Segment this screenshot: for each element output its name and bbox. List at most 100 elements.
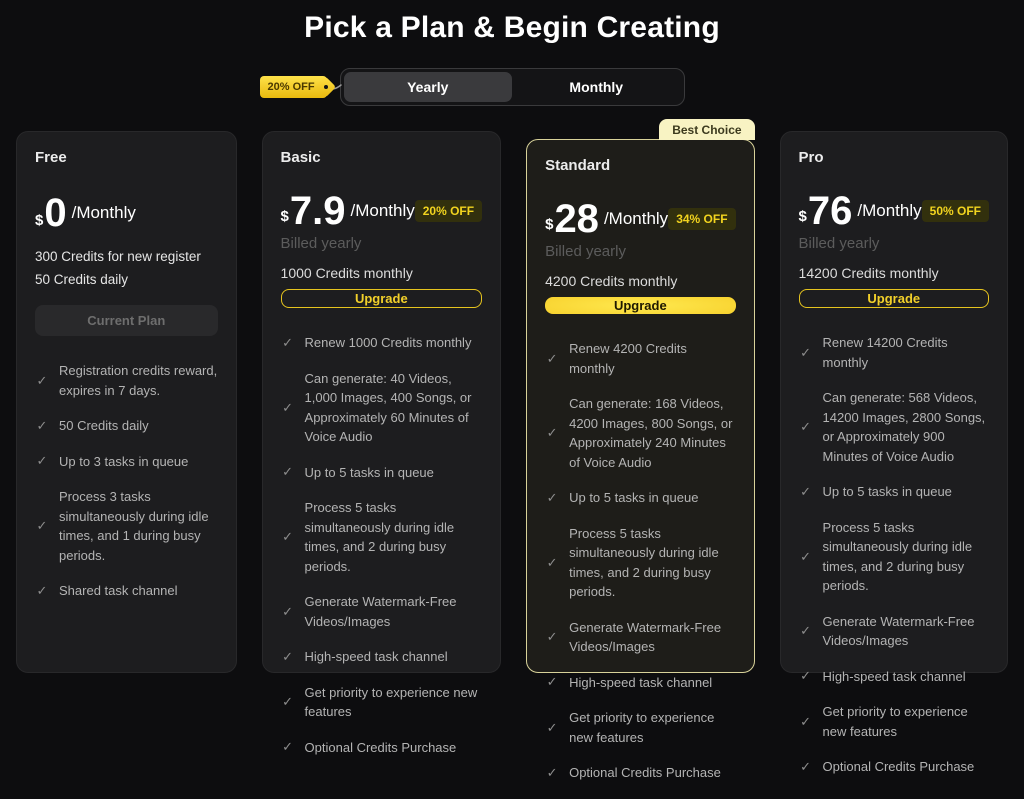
feature-item: ✓ Can generate: 568 Videos, 14200 Images,… (799, 388, 989, 466)
feature-item: ✓ Generate Watermark-Free Videos/Images (281, 592, 483, 631)
feature-text: Up to 5 tasks in queue (304, 464, 434, 480)
billed-note: Billed yearly (280, 235, 362, 252)
feature-text: Up to 5 tasks in queue (569, 490, 699, 505)
feature-text: Optional Credits Purchase (304, 739, 457, 755)
billing-period-toggle: Yearly Monthly (339, 68, 685, 106)
feature-item: ✓ High-speed task channel (545, 673, 735, 693)
feature-item: ✓ Up to 5 tasks in queue (799, 482, 989, 502)
check-icon: ✓ (282, 334, 293, 350)
feature-item: ✓ Optional Credits Purchase (545, 763, 735, 783)
feature-text: Can generate: 40 Videos, 1,000 Images, 4… (304, 370, 472, 445)
check-icon: ✓ (282, 529, 293, 544)
billed-note: Billed yearly (545, 243, 626, 260)
feature-text: Up to 5 tasks in queue (822, 484, 952, 499)
feature-item: ✓ Renew 4200 Credits monthly (545, 339, 735, 378)
plan-card-free: Free $ 0 /Monthly 300 Credits for new re… (16, 131, 237, 673)
price-period: /Monthly (857, 201, 922, 220)
feature-text: Renew 1000 Credits monthly (304, 335, 472, 350)
feature-item: ✓ Can generate: 168 Videos, 4200 Images, … (545, 394, 735, 472)
feature-item: ✓ Generate Watermark-Free Videos/Images (545, 618, 735, 657)
credits-line: 1000 Credits monthly (280, 265, 413, 281)
tag-hole-icon (323, 85, 328, 89)
plan-card-pro: Pro $ 76 /Monthly 50% OFF Billed yearly … (779, 131, 1008, 774)
feature-list: ✓ Renew 4200 Credits monthly ✓ Can generate… (545, 339, 735, 799)
price-row: $ 28 /Monthly 34% OFF (545, 199, 736, 239)
currency-symbol: $ (280, 208, 289, 225)
feature-text: Up to 3 tasks in queue (59, 453, 189, 469)
plan-name: Basic (280, 149, 321, 166)
feature-text: High-speed task channel (304, 649, 448, 664)
currency-symbol: $ (545, 216, 554, 233)
discount-tag: 20% OFF (259, 76, 336, 98)
feature-text: Process 5 tasks simultaneously during id… (569, 525, 719, 600)
discount-badge: 20% OFF (414, 200, 483, 222)
discount-badge: 34% OFF (668, 208, 736, 230)
check-icon: ✓ (282, 464, 293, 480)
feature-item: ✓ Process 5 tasks simultaneously during i… (281, 498, 483, 576)
feature-text: Shared task channel (59, 583, 178, 598)
toggle-option-monthly[interactable]: Monthly (569, 79, 624, 95)
check-icon: ✓ (36, 518, 48, 533)
plan-name: Pro (798, 149, 824, 166)
plan-name: Standard (545, 157, 611, 174)
feature-item: ✓ Process 5 tasks simultaneously during i… (799, 518, 989, 596)
check-icon: ✓ (800, 344, 811, 360)
price-value: 0 (44, 191, 67, 235)
check-icon: ✓ (282, 648, 293, 664)
check-icon: ✓ (282, 739, 293, 755)
price-row: $ 0 /Monthly (35, 191, 218, 235)
feature-item: ✓ Shared task channel (35, 581, 218, 601)
feature-item: ✓ Registration credits reward, expires in… (35, 361, 218, 400)
feature-text: High-speed task channel (569, 674, 713, 690)
check-icon: ✓ (800, 419, 811, 434)
feature-text: Get priority to experience new features (822, 704, 968, 739)
currency-symbol: $ (798, 208, 807, 225)
feature-text: Generate Watermark-Free Videos/Images (304, 594, 457, 629)
plans-container: Free $ 0 /Monthly 300 Credits for new re… (0, 119, 1024, 780)
toggle-option-yearly[interactable]: Yearly (343, 72, 512, 102)
feature-text: Renew 4200 Credits monthly (569, 341, 687, 376)
check-icon: ✓ (800, 483, 811, 499)
feature-item: ✓ Process 5 tasks simultaneously during i… (545, 524, 735, 602)
price-value: 7.9 (289, 189, 346, 233)
price-row: $ 7.9 /Monthly 20% OFF (281, 191, 483, 231)
check-icon: ✓ (36, 453, 48, 469)
feature-item: ✓ Get priority to experience new features (545, 708, 735, 747)
feature-item: ✓ Process 3 tasks simultaneously during i… (35, 487, 218, 565)
feature-item: ✓ Up to 3 tasks in queue (35, 452, 218, 472)
billing-toggle-row: 20% OFF Yearly Monthly (0, 68, 1024, 106)
feature-text: Get priority to experience new features (304, 684, 478, 720)
feature-text: Generate Watermark-Free Videos/Images (822, 613, 975, 649)
check-icon: ✓ (36, 417, 48, 433)
current-plan-button[interactable]: Current Plan (35, 305, 218, 336)
check-icon: ✓ (546, 554, 558, 570)
feature-item: ✓ Up to 5 tasks in queue (281, 463, 483, 483)
feature-text: Renew 14200 Credits monthly (822, 335, 948, 370)
price-period: /Monthly (350, 201, 415, 220)
check-icon: ✓ (282, 399, 293, 415)
feature-item: ✓ Get priority to experience new features (799, 702, 989, 741)
upgrade-button-standard[interactable]: Upgrade (545, 297, 736, 314)
feature-item: ✓ Renew 14200 Credits monthly (799, 333, 989, 372)
feature-item: ✓ Can generate: 40 Videos, 1,000 Images, … (281, 369, 483, 447)
credits-line: 4200 Credits monthly (545, 273, 678, 289)
feature-item: ✓ Up to 5 tasks in queue (545, 488, 735, 508)
feature-item: ✓ High-speed task channel (281, 647, 483, 667)
plan-card-standard: Best Choice Standard $ 28 /Monthly 34% O… (526, 119, 755, 780)
billed-note: Billed yearly (798, 235, 880, 252)
upgrade-button-pro[interactable]: Upgrade (798, 289, 989, 308)
check-icon: ✓ (36, 372, 48, 388)
price-value: 76 (807, 189, 853, 233)
check-icon: ✓ (282, 603, 293, 619)
feature-text: Process 3 tasks simultaneously during id… (59, 489, 209, 563)
feature-text: Generate Watermark-Free Videos/Images (569, 619, 722, 655)
feature-list: ✓ Renew 14200 Credits monthly ✓ Can generat… (799, 333, 989, 793)
feature-item: ✓ Renew 1000 Credits monthly (281, 333, 483, 353)
check-icon: ✓ (546, 350, 558, 366)
feature-item: ✓ Generate Watermark-Free Videos/Images (799, 612, 989, 651)
upgrade-button-basic[interactable]: Upgrade (280, 289, 483, 308)
feature-item: ✓ Optional Credits Purchase (799, 757, 989, 777)
credits-info: 300 Credits for new register 50 Credits … (35, 246, 218, 292)
check-icon: ✓ (282, 694, 293, 709)
check-icon: ✓ (800, 548, 811, 564)
